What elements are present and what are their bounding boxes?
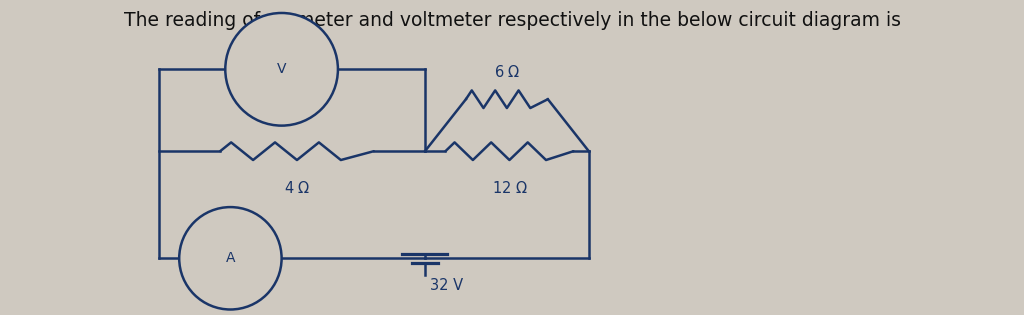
Text: 6 $\Omega$: 6 $\Omega$ xyxy=(494,64,520,80)
Text: 4 $\Omega$: 4 $\Omega$ xyxy=(284,180,310,196)
Text: A: A xyxy=(225,251,236,265)
Text: The reading of ammeter and voltmeter respectively in the below circuit diagram i: The reading of ammeter and voltmeter res… xyxy=(124,11,900,30)
Text: 12 $\Omega$: 12 $\Omega$ xyxy=(492,180,527,196)
Ellipse shape xyxy=(225,13,338,126)
Text: V: V xyxy=(276,62,287,76)
Ellipse shape xyxy=(179,207,282,310)
Text: 32 V: 32 V xyxy=(430,278,463,294)
